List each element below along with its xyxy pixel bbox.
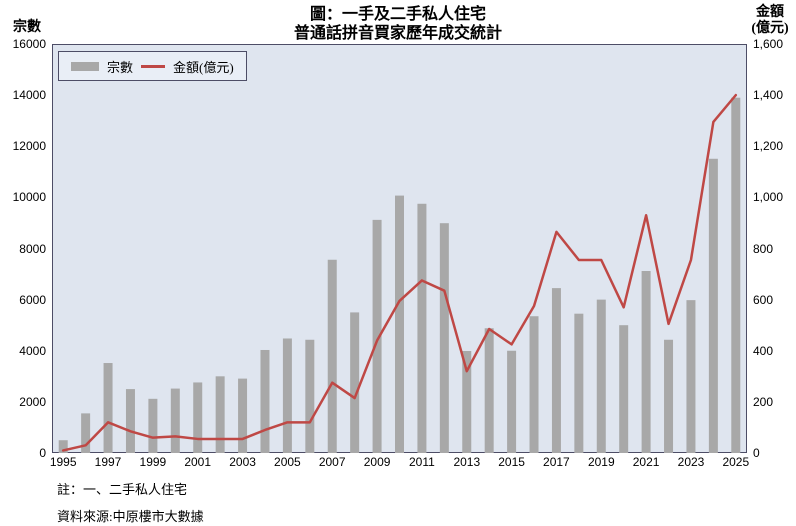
bar-1998 [125,389,135,453]
x-tick-2025: 2025 [722,455,750,469]
plot-area [52,44,747,453]
x-tick-2009: 2009 [363,455,391,469]
bar-2007 [327,259,337,453]
legend: 宗數 金額(億元) [58,51,247,81]
x-tick-1999: 1999 [139,455,167,469]
x-tick-2021: 2021 [632,455,660,469]
data-source: 資料來源:中原樓市大數據 [57,509,204,524]
y-left-tick-6000: 6000 [19,292,46,307]
bar-2006 [305,339,315,453]
bar-2011 [417,203,427,453]
y-right-tick-800: 800 [753,241,774,256]
bar-2019 [596,299,606,453]
x-tick-2013: 2013 [453,455,481,469]
y-left-tick-4000: 4000 [19,343,46,358]
x-tick-2005: 2005 [274,455,301,469]
bar-2008 [350,312,360,453]
amount-line [61,93,738,452]
bar-2018 [574,313,584,453]
bar-1999 [148,398,158,453]
bar-2015 [507,350,517,453]
chart-title: 圖：一手及二手私人住宅 普通話拼音買家歷年成交統計 [0,5,796,43]
y-left-tick-16000: 16000 [12,37,46,51]
chart-canvas [52,44,747,453]
y-left-tick-0: 0 [39,446,46,460]
bar-1996 [81,413,91,453]
bar-2016 [529,316,539,453]
bar-2014 [484,328,494,453]
bar-2022 [664,339,674,453]
x-tick-2011: 2011 [408,455,435,469]
x-tick-2007: 2007 [318,455,346,469]
bar-2000 [170,388,180,453]
bar-2021 [641,271,651,453]
bar-1997 [103,363,113,453]
y-right-tick-1,600: 1,600 [753,37,784,51]
x-tick-2023: 2023 [677,455,705,469]
x-tick-1997: 1997 [94,455,122,469]
y-right-tick-0: 0 [753,446,760,460]
legend-bars-label: 宗數 [107,59,134,75]
bar-2024 [708,158,718,453]
bar-2001 [193,382,203,453]
bar-2005 [282,338,292,453]
bar-2010 [395,195,404,453]
bar-2002 [215,376,225,453]
y-left-tick-2000: 2000 [19,394,46,409]
legend-line-label: 金額(億元) [173,59,234,75]
bar-2004 [260,349,270,453]
y-right-tick-200: 200 [753,394,774,409]
right-axis-title-line1: 金額 [756,5,784,20]
right-axis-title-line2: (億元) [751,21,789,36]
y-right-tick-1,200: 1,200 [753,139,784,154]
bar-2012 [439,223,449,453]
x-tick-1995: 1995 [49,455,77,469]
chart-title-line2: 普通話拼音買家歷年成交統計 [293,25,502,42]
footnote: 註：一、二手私人住宅 [57,482,188,497]
y-left-tick-14000: 14000 [12,88,46,103]
bar-2017 [551,288,561,453]
bar-2009 [372,219,382,453]
x-tick-2017: 2017 [543,455,570,469]
legend-bar-swatch-icon [71,61,99,71]
bar-2025 [731,97,741,453]
x-tick-2003: 2003 [229,455,256,469]
bar-1995 [58,440,68,453]
left-axis-title: 宗數 [13,20,41,35]
y-left-tick-12000: 12000 [12,139,46,154]
right-axis-title: 金額 (億元) [744,5,796,37]
y-left-tick-10000: 10000 [12,190,46,205]
x-tick-2019: 2019 [587,455,615,469]
y-right-tick-600: 600 [753,292,774,307]
y-right-tick-1,000: 1,000 [753,190,784,205]
x-tick-2001: 2001 [184,455,212,469]
y-left-tick-8000: 8000 [19,241,46,256]
bar-2013 [462,351,472,453]
y-right-tick-1,400: 1,400 [753,88,784,103]
bar-2023 [686,300,696,453]
y-right-tick-400: 400 [753,343,774,358]
x-tick-2015: 2015 [498,455,525,469]
legend-line-swatch-icon [141,64,166,68]
bar-2003 [238,378,248,453]
bar-2020 [619,325,629,453]
chart-title-line1: 圖：一手及二手私人住宅 [309,6,486,23]
bars-series [58,97,741,453]
